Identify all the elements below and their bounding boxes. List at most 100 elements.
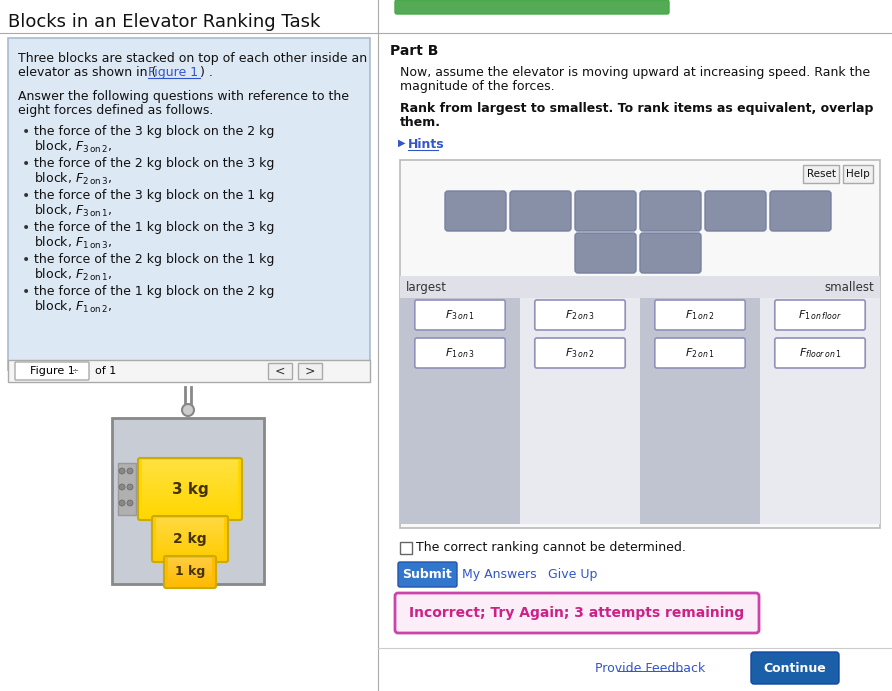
Bar [156,552,224,553]
Text: •: • [22,253,30,267]
Bar [8,38,370,370]
Text: the force of the 1 kg block on the 2 kg: the force of the 1 kg block on the 2 kg [34,285,275,298]
Bar [142,464,238,465]
Bar [142,499,238,500]
FancyBboxPatch shape [705,191,766,231]
Text: Blocks in an Elevator Ranking Task: Blocks in an Elevator Ranking Task [8,13,320,31]
Bar [142,489,238,490]
Bar [142,507,238,508]
Bar [156,525,224,526]
Text: Provide Feedback: Provide Feedback [595,661,705,674]
Bar [142,485,238,486]
Text: <: < [275,364,285,377]
Bar [142,463,238,464]
Bar [168,571,212,572]
Text: $F_{floor\,on\,1}$: $F_{floor\,on\,1}$ [798,346,841,360]
Text: Help: Help [847,169,870,179]
Text: Hints: Hints [408,138,444,151]
FancyBboxPatch shape [775,300,865,330]
Text: 2 kg: 2 kg [173,532,207,546]
FancyBboxPatch shape [395,0,669,14]
FancyBboxPatch shape [770,191,831,231]
Bar [142,493,238,494]
Bar [142,475,238,476]
FancyBboxPatch shape [535,300,625,330]
Text: Answer the following questions with reference to the: Answer the following questions with refe… [18,90,349,103]
Bar [142,462,238,463]
FancyBboxPatch shape [152,516,228,562]
Bar [168,568,212,569]
Circle shape [182,404,194,416]
FancyBboxPatch shape [575,191,636,231]
Bar [156,541,224,542]
Text: block, $F_{2\,\mathrm{on}\,3}$,: block, $F_{2\,\mathrm{on}\,3}$, [34,171,112,187]
Bar [168,580,212,581]
FancyBboxPatch shape [775,338,865,368]
FancyBboxPatch shape [640,191,701,231]
Bar [168,583,212,584]
Text: 1 kg: 1 kg [175,565,205,578]
Text: the force of the 2 kg block on the 1 kg: the force of the 2 kg block on the 1 kg [34,253,275,266]
FancyBboxPatch shape [640,233,701,273]
Bar [156,546,224,547]
Text: block, $F_{1\,\mathrm{on}\,2}$,: block, $F_{1\,\mathrm{on}\,2}$, [34,299,112,315]
Text: the force of the 2 kg block on the 3 kg: the force of the 2 kg block on the 3 kg [34,157,275,170]
Bar [168,576,212,577]
Text: Now, assume the elevator is moving upward at increasing speed. Rank the: Now, assume the elevator is moving upwar… [400,66,870,79]
Bar [142,501,238,502]
Bar [168,581,212,582]
Circle shape [127,468,133,474]
FancyBboxPatch shape [415,300,505,330]
FancyBboxPatch shape [843,165,873,183]
Bar [156,528,224,529]
Bar [142,502,238,503]
Bar [142,503,238,504]
Bar [142,490,238,491]
Bar [168,569,212,570]
Bar [168,575,212,576]
Bar [156,551,224,552]
Bar [142,508,238,509]
Bar [112,418,264,584]
Bar [400,542,412,554]
Bar [156,533,224,534]
Bar [142,477,238,478]
Bar [142,486,238,487]
Bar [156,532,224,533]
Bar [142,466,238,467]
Bar [156,550,224,551]
Bar [168,582,212,583]
Bar [142,465,238,466]
Bar [142,494,238,495]
Bar [156,554,224,555]
Text: Continue: Continue [764,661,826,674]
Bar [8,360,370,382]
Bar [156,539,224,540]
Bar [156,557,224,558]
Bar [520,276,640,524]
Bar [156,529,224,530]
Bar [156,538,224,539]
Text: Figure 1: Figure 1 [148,66,198,79]
Bar [142,497,238,498]
Text: $F_{2\,on\,1}$: $F_{2\,on\,1}$ [685,346,714,360]
Bar [118,463,136,515]
Bar [156,531,224,532]
Bar [142,467,238,468]
Bar [156,544,224,545]
Bar [142,469,238,470]
Bar [142,496,238,497]
Bar [168,584,212,585]
Bar [142,482,238,483]
Bar [168,559,212,560]
FancyBboxPatch shape [803,165,839,183]
Text: •: • [22,189,30,203]
Bar [168,572,212,573]
Bar [142,515,238,516]
Circle shape [127,484,133,490]
Text: $F_{3\,on\,2}$: $F_{3\,on\,2}$ [566,346,595,360]
Text: Rank from largest to smallest. To rank items as equivalent, overlap: Rank from largest to smallest. To rank i… [400,102,873,115]
Text: $F_{1\,on\,3}$: $F_{1\,on\,3}$ [445,346,475,360]
FancyBboxPatch shape [164,556,216,588]
Bar [142,460,238,461]
